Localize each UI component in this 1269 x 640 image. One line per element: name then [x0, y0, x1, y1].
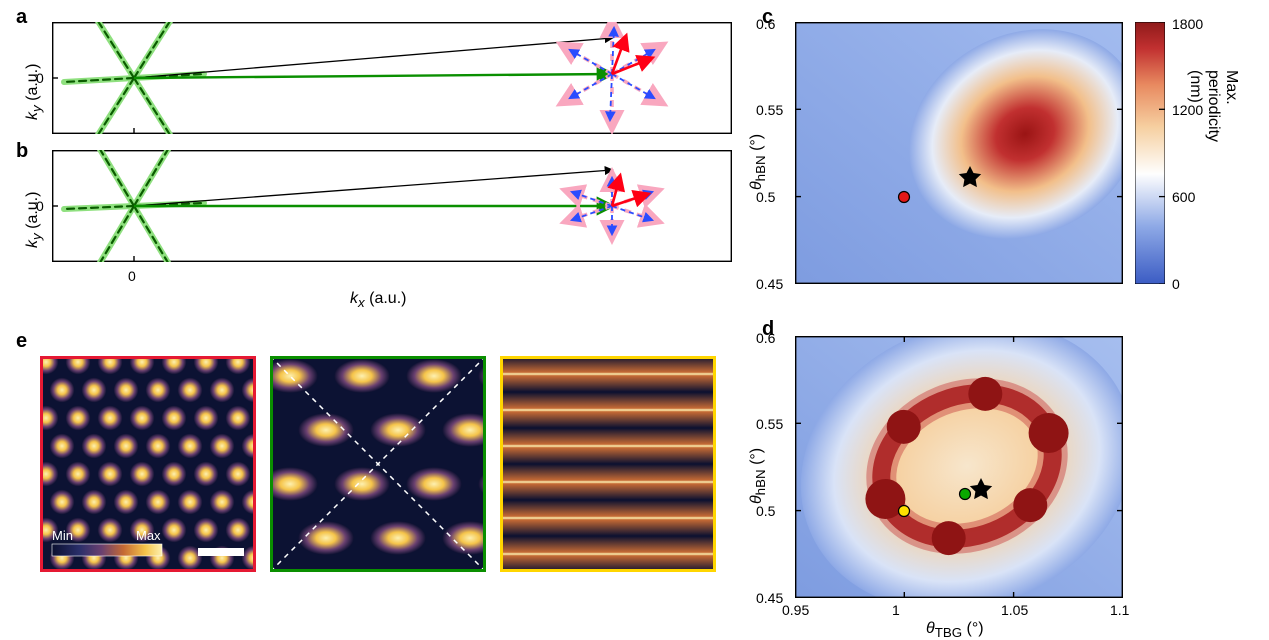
ylabel-d: θhBN (°) [748, 448, 768, 504]
chart-d [795, 336, 1123, 598]
ytick-c-055: 0.55 [756, 102, 783, 118]
ytick-d-050: 0.5 [756, 503, 775, 519]
xtick-d-110: 1.1 [1110, 602, 1129, 618]
xlabel-ab: kx (a.u.) [350, 290, 406, 310]
tile-e-yellow [500, 356, 716, 572]
stripes [500, 356, 716, 572]
ytick-d-060: 0.6 [756, 330, 775, 346]
scalebar [198, 548, 244, 556]
panel-letter-e: e [16, 330, 27, 353]
ytick-c-060: 0.6 [756, 16, 775, 32]
ytick-d-045: 0.45 [756, 590, 783, 606]
panel-letter-a: a [16, 6, 27, 29]
ytick-b-0: 0 [36, 198, 44, 214]
marker-d-yellow [899, 506, 910, 517]
ytick-c-045: 0.45 [756, 276, 783, 292]
xtick-d-105: 1.05 [1001, 602, 1028, 618]
tile-e-red: Min Max [40, 356, 256, 572]
cbar-tick-600: 600 [1172, 189, 1195, 205]
cbar-tick-0: 0 [1172, 276, 1180, 292]
marker-c-red [899, 192, 910, 203]
chart-c [795, 22, 1123, 284]
xlabel-d: θTBG (°) [926, 620, 984, 640]
cmap-min: Min [52, 528, 73, 543]
panel-letter-b: b [16, 140, 28, 163]
xtick-b-0: 0 [128, 268, 136, 284]
colorbar [1135, 22, 1165, 284]
cmap-max: Max [136, 528, 161, 543]
ytick-c-050: 0.5 [756, 189, 775, 205]
chart-b [52, 150, 732, 262]
chart-a [52, 22, 732, 134]
ytick-d-055: 0.55 [756, 416, 783, 432]
marker-d-green [960, 489, 971, 500]
ylabel-c: θhBN (°) [748, 134, 768, 190]
xtick-d-100: 1 [892, 602, 900, 618]
cbar-tick-1800: 1800 [1172, 16, 1203, 32]
xtick-d-095: 0.95 [782, 602, 809, 618]
colorbar-label: Max. periodicity (nm) [1186, 70, 1240, 142]
ytick-a-0: 0 [36, 70, 44, 86]
tile-e-green [270, 356, 486, 572]
